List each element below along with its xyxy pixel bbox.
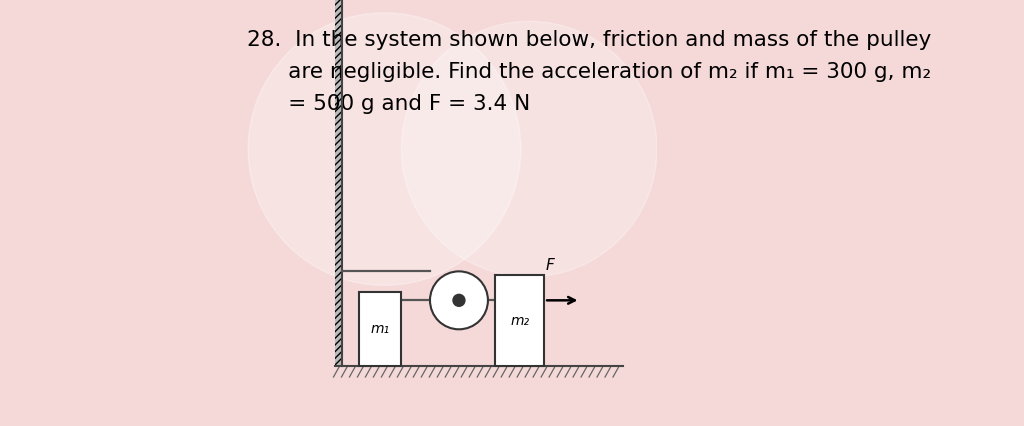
Circle shape xyxy=(453,294,465,306)
Text: m₂: m₂ xyxy=(510,314,529,328)
Text: are negligible. Find the acceleration of m₂ if m₁ = 300 g, m₂: are negligible. Find the acceleration of… xyxy=(247,62,932,82)
Text: 28.  In the system shown below, friction and mass of the pulley: 28. In the system shown below, friction … xyxy=(247,30,932,50)
Text: m₁: m₁ xyxy=(371,322,390,336)
Text: F: F xyxy=(546,258,554,273)
Circle shape xyxy=(248,13,521,285)
Bar xyxy=(336,0,342,366)
Circle shape xyxy=(401,21,657,277)
Bar xyxy=(358,292,401,366)
Bar xyxy=(496,275,544,366)
Circle shape xyxy=(430,271,487,329)
Text: = 500 g and F = 3.4 N: = 500 g and F = 3.4 N xyxy=(247,94,530,114)
